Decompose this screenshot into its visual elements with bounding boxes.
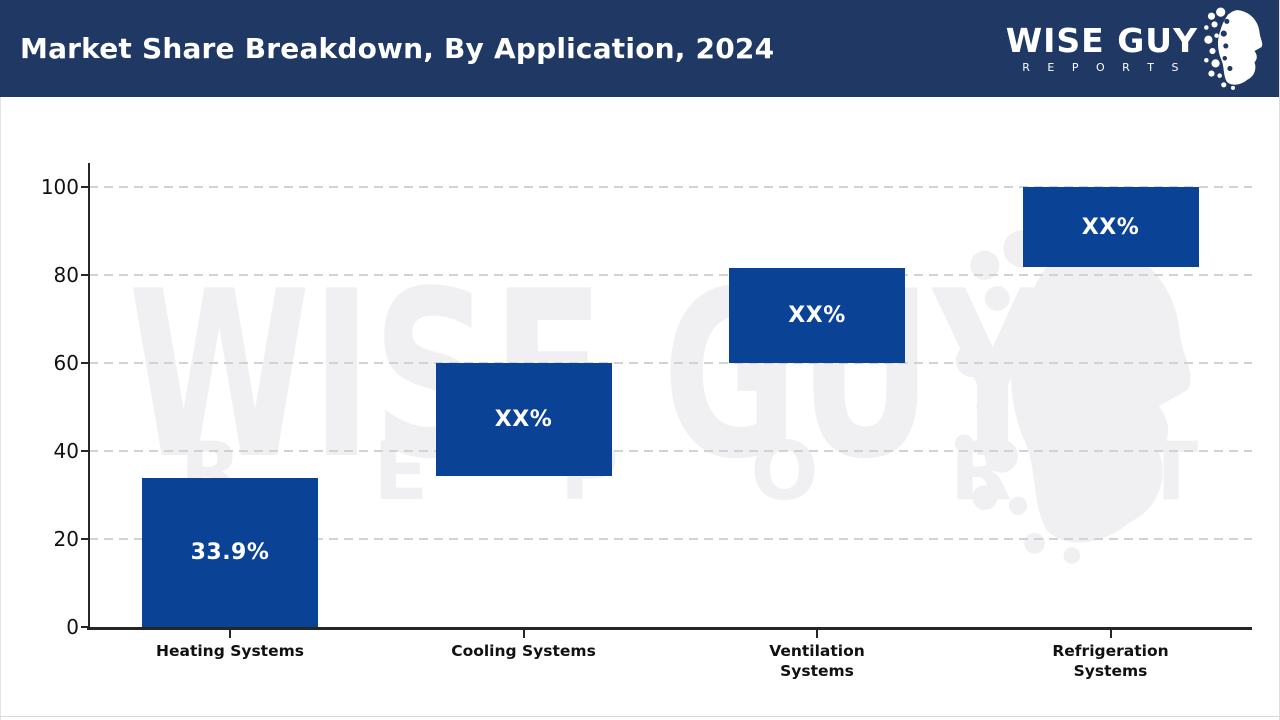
y-tick (81, 362, 89, 364)
y-tick-label: 20 (53, 527, 79, 551)
x-tick (229, 630, 231, 638)
watermark-head-icon (954, 230, 1191, 564)
bar-2: XX% (435, 363, 612, 477)
gridline-y100 (89, 186, 1252, 188)
x-category-label: Heating Systems (156, 642, 304, 660)
y-tick-label: 0 (66, 615, 79, 639)
bar-3: XX% (729, 268, 905, 363)
x-tick (1109, 630, 1112, 638)
bar-1: 33.9% (142, 477, 318, 627)
bar-value-label: XX% (494, 407, 553, 433)
x-axis-line (87, 627, 1252, 630)
logo-text: WISE GUY R E P O R T S (1006, 24, 1198, 73)
y-tick (81, 626, 89, 628)
x-category-label: Refrigeration Systems (1052, 642, 1169, 680)
y-tick-label: 40 (53, 439, 79, 463)
left-edge-rule (0, 97, 1, 720)
bar-value-label: 33.9% (190, 539, 270, 565)
y-tick (81, 538, 89, 540)
logo-subtitle: R E P O R T S (1022, 61, 1186, 74)
y-tick-label: 100 (40, 175, 79, 199)
wise-guy-logo: WISE GUY R E P O R T S (1006, 7, 1266, 91)
bottom-edge-rule (0, 716, 1279, 717)
x-tick (816, 630, 818, 638)
x-category-label: Cooling Systems (451, 642, 596, 660)
y-axis-line (88, 163, 90, 629)
y-tick (81, 274, 89, 276)
bar-value-label: XX% (1081, 214, 1140, 240)
gridline-y60 (89, 362, 1252, 364)
gridline-y20 (89, 538, 1252, 540)
y-tick (81, 186, 89, 188)
gridline-y40 (89, 450, 1252, 452)
logo-name: WISE GUY (1005, 21, 1198, 60)
x-category-label: Ventilation Systems (769, 642, 865, 680)
logo-head-icon (1204, 7, 1263, 90)
y-tick-label: 80 (53, 263, 79, 287)
y-tick-label: 60 (53, 351, 79, 375)
bar-value-label: XX% (788, 303, 846, 329)
header: Market Share Breakdown, By Application, … (0, 0, 1279, 97)
x-tick (522, 630, 525, 638)
page-title: Market Share Breakdown, By Application, … (20, 32, 775, 65)
bar-4: XX% (1022, 187, 1199, 268)
gridline-y80 (89, 274, 1252, 276)
y-tick (81, 450, 89, 452)
